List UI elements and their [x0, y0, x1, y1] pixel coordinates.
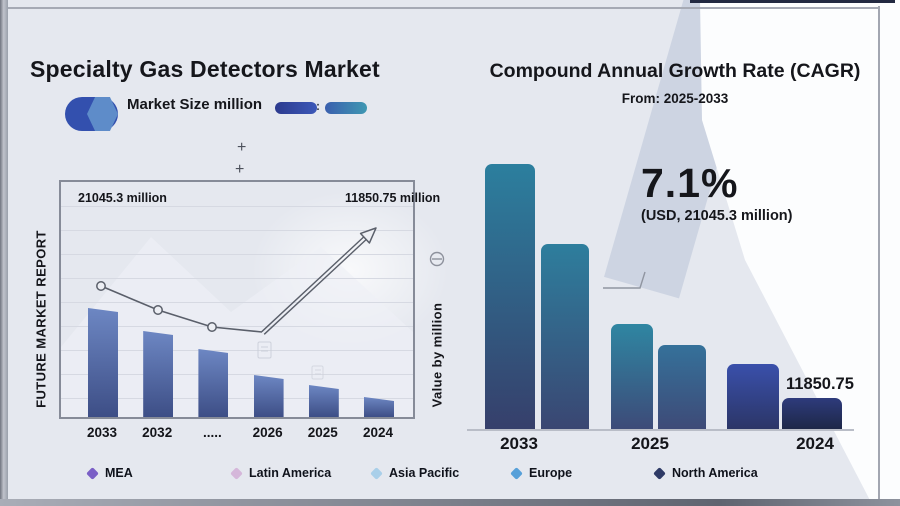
- cagr-subtitle: From: 2025-2033: [621, 91, 729, 106]
- right-x-label-2025: 2025: [631, 434, 669, 453]
- value-by-million-label: Value by million: [429, 302, 445, 408]
- legend-label: MEA: [105, 466, 133, 480]
- market-bar-.....: [198, 349, 229, 417]
- cagr-stat: 7.1%: [641, 160, 739, 206]
- market-bar-2024: [364, 397, 394, 417]
- legend-diamond-icon: [230, 466, 243, 480]
- right-chart-axis: [467, 429, 854, 431]
- legend-label: North America: [672, 466, 758, 480]
- legend-item-asia-pacific: Asia Pacific: [370, 466, 460, 480]
- legend-diamond-icon: [86, 466, 99, 480]
- left-x-label-2025: 2025: [307, 425, 338, 440]
- legend-item-mea: MEA: [86, 466, 133, 480]
- right-x-label-2033: 2033: [500, 434, 538, 453]
- frame-right-edge: [878, 6, 880, 499]
- market-bar-2033: [88, 308, 118, 417]
- legend-item-latin-america: Latin America: [230, 466, 332, 480]
- chart-start-value-label: 21045.3 million: [78, 191, 167, 205]
- legend-label: Latin America: [249, 466, 332, 480]
- left-axis-brand-label: FUTURE MARKET REPORT: [33, 230, 49, 408]
- left-bars-group: [61, 182, 413, 417]
- left-x-label-2033: 2033: [86, 425, 118, 440]
- cagr-title: Compound Annual Growth Rate (CAGR): [489, 60, 861, 82]
- chart-end-value-label: 11850.75 million: [345, 191, 441, 205]
- legend-pill-dark-blue: [275, 102, 317, 114]
- cagr-bar-2024-b: [782, 398, 842, 430]
- legend-item-europe: Europe: [510, 466, 573, 480]
- legend-label: Asia Pacific: [389, 466, 460, 480]
- left-x-label-2026: 2026: [252, 425, 283, 440]
- frame-bottom-strip: [0, 499, 900, 506]
- market-bar-2025: [308, 385, 339, 417]
- market-bar-2032: [143, 331, 174, 417]
- legend-pill-teal: [325, 102, 367, 114]
- legend-item-north-america: North America: [653, 466, 758, 480]
- cagr-bar-2025-b: [658, 345, 706, 430]
- right-x-label-2024: 2024: [796, 434, 834, 453]
- frame-top-edge: [8, 7, 878, 9]
- cagr-stat-note: (USD, 21045.3 million): [641, 208, 793, 224]
- pill-colon: :: [316, 99, 320, 113]
- legend-diamond-icon: [653, 466, 666, 480]
- left-x-label-2032: 2032: [142, 425, 173, 440]
- market-bar-2026: [253, 375, 284, 417]
- legend-diamond-icon: [370, 466, 383, 480]
- market-size-label: Market Size million: [127, 96, 263, 113]
- cagr-bar-2025-a: [611, 324, 653, 430]
- plus-mark-bottom: +: [235, 161, 245, 178]
- left-x-label-2024: 2024: [362, 425, 394, 440]
- legend-diamond-icon: [510, 466, 523, 480]
- market-size-chart: 21045.3 million 11850.75 million: [59, 180, 440, 419]
- frame-left-edge: [0, 0, 8, 499]
- cagr-bar-2024-a: [727, 364, 779, 430]
- page-title: Specialty Gas Detectors Market: [30, 56, 380, 82]
- market-size-capsule-icon: [65, 97, 118, 131]
- legend-label: Europe: [529, 466, 573, 480]
- plus-mark-top: +: [237, 139, 247, 156]
- value-2024-annotation: 11850.75: [786, 375, 854, 393]
- top-right-accent-line: [690, 0, 895, 3]
- cagr-bar-2033-b: [541, 244, 589, 430]
- cagr-bar-2033-a: [485, 164, 535, 430]
- left-x-label-.....: .....: [203, 425, 222, 440]
